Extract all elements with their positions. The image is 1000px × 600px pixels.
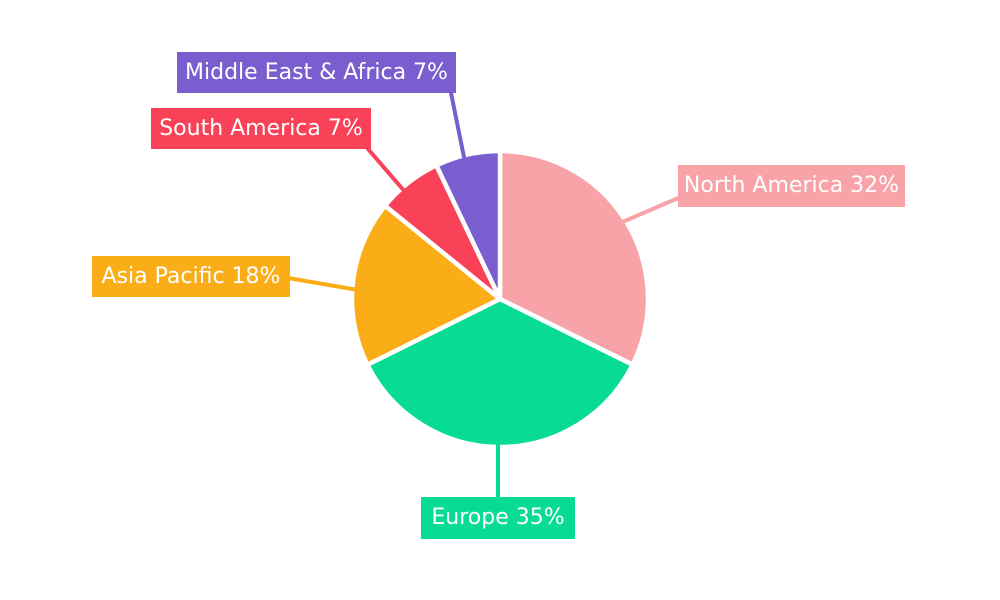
pie-label-north-america: North America 32% — [678, 165, 905, 207]
pie-label-middle-east-africa: Middle East & Africa 7% — [177, 52, 456, 93]
pie-label-south-america: South America 7% — [151, 108, 371, 149]
pie-slice-asia-pacific — [349, 202, 505, 368]
pie-slice-middle-east-africa — [433, 148, 503, 300]
leader-line-asia-pacific — [281, 275, 359, 292]
leader-line-middle-east-africa — [448, 87, 467, 163]
pie-label-asia-pacific: Asia Pacific 18% — [92, 256, 290, 297]
pie-label-europe: Europe 35% — [421, 497, 575, 539]
leader-line-south-america — [360, 140, 408, 195]
